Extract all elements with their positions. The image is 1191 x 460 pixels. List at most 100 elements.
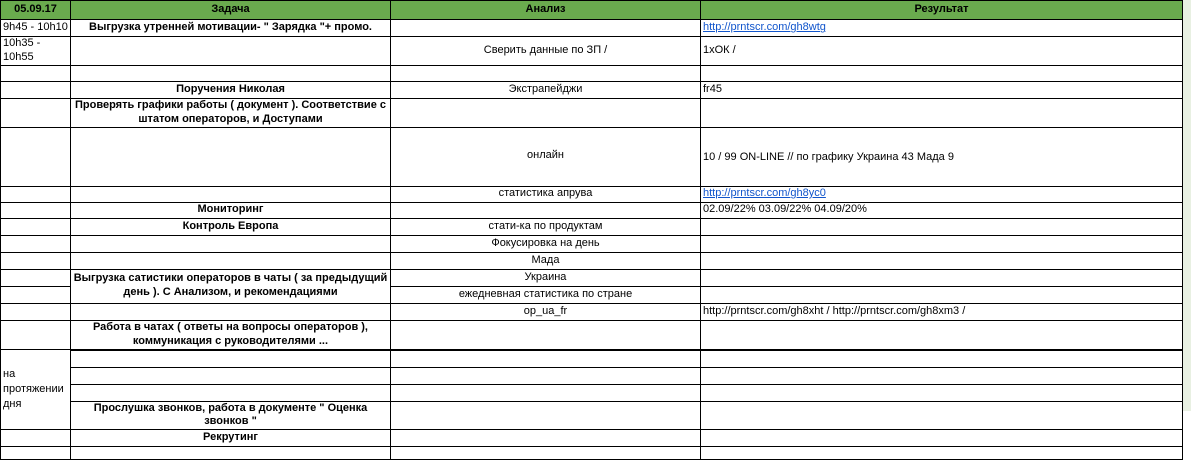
cell-analysis[interactable]: Украина <box>390 268 701 287</box>
cell-result[interactable] <box>700 64 1183 82</box>
cell-result[interactable]: http://prntscr.com/gh8yc0 <box>700 185 1183 203</box>
cell-analysis[interactable]: Мада <box>390 251 701 270</box>
cell-analysis[interactable]: Сверить данные по ЗП / <box>390 36 701 66</box>
cell-result[interactable] <box>700 349 1183 368</box>
cell-result[interactable] <box>700 366 1183 385</box>
cell-analysis[interactable]: ежедневная статистика по стране <box>390 285 701 304</box>
cell-result[interactable] <box>700 97 1183 128</box>
cell-analysis[interactable]: онлайн <box>390 126 701 187</box>
table-row: онлайн 10 / 99 ON-LINE // по графику Укр… <box>0 126 1183 187</box>
cell-analysis[interactable] <box>390 19 701 37</box>
table-row: статистика апрува http://prntscr.com/gh8… <box>0 185 1183 203</box>
cell-time[interactable]: 9h45 - 10h10 <box>0 19 71 37</box>
cell-time[interactable] <box>0 97 71 128</box>
table-row <box>1 349 1183 368</box>
cell-task[interactable]: Мониторинг <box>70 201 391 219</box>
cell-result[interactable] <box>700 217 1183 236</box>
cell-result[interactable]: 1хОК / <box>700 36 1183 66</box>
cell-time[interactable] <box>0 429 71 447</box>
cell-task[interactable] <box>70 383 391 402</box>
cell-analysis[interactable] <box>390 64 701 82</box>
cell-analysis[interactable] <box>390 201 701 219</box>
table-row: Мониторинг 02.09/22% 03.09/22% 04.09/20% <box>0 201 1183 219</box>
cell-task[interactable] <box>70 446 391 460</box>
cell-time[interactable] <box>0 185 71 203</box>
cell-task[interactable] <box>70 366 391 385</box>
table-row: Поручения Николая Экстрапейджи fr45 <box>0 80 1183 99</box>
table-row <box>0 64 1183 82</box>
table-row: Мада <box>0 251 1183 270</box>
cell-task[interactable] <box>70 126 391 187</box>
table-row: op_ua_fr http://prntscr.com/gh8xht / htt… <box>0 302 1183 321</box>
cell-time[interactable] <box>0 234 71 253</box>
cell-analysis[interactable] <box>390 319 701 350</box>
cell-time[interactable] <box>0 268 71 287</box>
result-hyperlink[interactable]: http://prntscr.com/gh8wtg <box>703 21 826 34</box>
cell-task[interactable]: Прослушка звонков, работа в документе " … <box>70 400 391 430</box>
header-cell-task: Задача <box>70 0 391 20</box>
cell-result[interactable]: 10 / 99 ON-LINE // по графику Украина 43… <box>700 126 1183 187</box>
cell-task[interactable] <box>70 349 391 368</box>
cell-analysis[interactable] <box>390 446 701 460</box>
cell-analysis[interactable]: Экстрапейджи <box>390 80 701 99</box>
table-row <box>0 446 1183 460</box>
cell-time[interactable] <box>0 446 71 460</box>
cell-result[interactable]: fr45 <box>700 80 1183 99</box>
cell-task[interactable]: Проверять графики работы ( документ ). С… <box>70 97 391 128</box>
cell-task[interactable]: Поручения Николая <box>70 80 391 99</box>
cell-result[interactable] <box>700 251 1183 270</box>
cell-time[interactable] <box>0 302 71 321</box>
cell-result[interactable] <box>700 268 1183 287</box>
cell-time[interactable] <box>0 251 71 270</box>
cell-task[interactable] <box>70 64 391 82</box>
cell-task[interactable]: Рекрутинг <box>70 429 391 447</box>
table-row: Фокусировка на день <box>0 234 1183 253</box>
cell-task[interactable] <box>70 36 391 66</box>
cell-time[interactable] <box>0 217 71 236</box>
cell-result[interactable] <box>700 400 1183 430</box>
cell-analysis[interactable] <box>390 429 701 447</box>
cell-analysis[interactable]: op_ua_fr <box>390 302 701 321</box>
table-row: 9h45 - 10h10 Выгрузка утренней мотивации… <box>0 19 1183 37</box>
cell-time[interactable]: 10h35 - 10h55 <box>0 36 71 66</box>
cell-analysis[interactable]: стати-ка по продуктам <box>390 217 701 236</box>
cell-task[interactable] <box>70 251 391 270</box>
cell-task[interactable] <box>70 185 391 203</box>
cell-time[interactable] <box>0 201 71 219</box>
cell-result[interactable] <box>700 383 1183 402</box>
table-row: Контроль Европа стати-ка по продуктам <box>0 217 1183 236</box>
cell-task[interactable] <box>70 234 391 253</box>
cell-time[interactable] <box>0 126 71 187</box>
result-hyperlink[interactable]: http://prntscr.com/gh8yc0 <box>703 187 826 200</box>
table-row: Рекрутинг <box>0 429 1183 447</box>
day-label-text: на протяжении дня <box>3 367 64 410</box>
cell-analysis[interactable]: статистика апрува <box>390 185 701 203</box>
table-row <box>1 366 1183 385</box>
cell-task[interactable] <box>70 302 391 321</box>
cell-analysis[interactable] <box>390 349 701 368</box>
cell-result[interactable]: http://prntscr.com/gh8xht / http://prnts… <box>700 302 1183 321</box>
cell-analysis[interactable] <box>390 366 701 385</box>
cell-analysis[interactable] <box>390 383 701 402</box>
cell-time[interactable] <box>0 319 71 350</box>
cell-result[interactable] <box>700 446 1183 460</box>
cell-analysis[interactable] <box>390 400 701 430</box>
cell-result[interactable] <box>700 285 1183 304</box>
cell-result[interactable] <box>700 429 1183 447</box>
cell-time[interactable] <box>0 64 71 82</box>
cell-result[interactable]: http://prntscr.com/gh8wtg <box>700 19 1183 37</box>
cell-task[interactable]: Выгрузка утренней мотивации- " Зарядка "… <box>70 19 391 37</box>
cell-analysis[interactable]: Фокусировка на день <box>390 234 701 253</box>
cell-task[interactable]: Выгрузка сатистики операторов в чаты ( з… <box>70 268 391 304</box>
cell-result[interactable] <box>700 319 1183 350</box>
cell-analysis[interactable] <box>390 97 701 128</box>
cell-result[interactable]: 02.09/22% 03.09/22% 04.09/20% <box>700 201 1183 219</box>
cell-task[interactable]: Работа в чатах ( ответы на вопросы опера… <box>70 319 391 350</box>
cell-time[interactable] <box>0 285 71 304</box>
cell-result[interactable] <box>700 234 1183 253</box>
cell-time[interactable] <box>0 80 71 99</box>
cell-time-day-label[interactable]: на протяжении дня <box>0 348 71 430</box>
cell-task[interactable]: Контроль Европа <box>70 217 391 236</box>
